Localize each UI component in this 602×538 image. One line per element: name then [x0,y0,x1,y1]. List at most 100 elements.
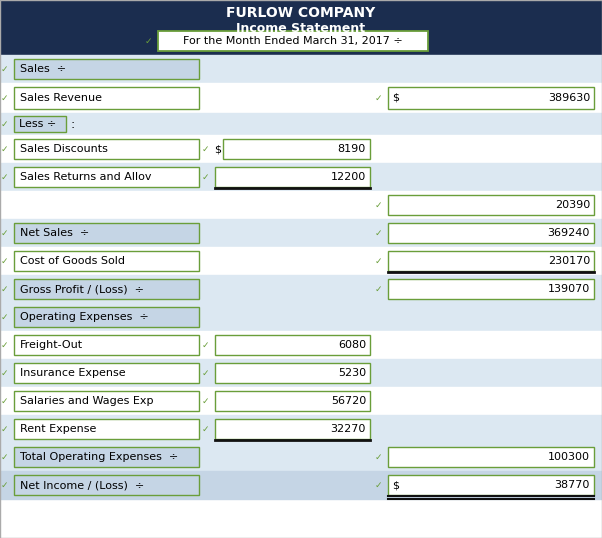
FancyBboxPatch shape [14,87,199,109]
Text: ✓: ✓ [201,173,209,181]
Bar [0,163,602,191]
Text: ✓: ✓ [374,285,382,294]
Text: 6080: 6080 [338,340,366,350]
Text: ✓: ✓ [0,480,8,490]
Text: ✓: ✓ [201,397,209,406]
FancyBboxPatch shape [388,475,594,495]
Text: Cost of Goods Sold: Cost of Goods Sold [20,256,125,266]
Bar [0,55,602,83]
Bar [0,113,602,135]
FancyBboxPatch shape [388,447,594,467]
Text: ✓: ✓ [201,145,209,153]
Bar [0,219,602,247]
Text: ✓: ✓ [201,424,209,434]
Text: Freight-Out: Freight-Out [20,340,83,350]
Bar [0,415,602,443]
Text: ✓: ✓ [0,285,8,294]
Text: Operating Expenses  ÷: Operating Expenses ÷ [20,312,149,322]
Text: ✓: ✓ [0,257,8,265]
Text: Gross Profit / (Loss)  ÷: Gross Profit / (Loss) ÷ [20,284,144,294]
FancyBboxPatch shape [215,335,370,355]
FancyBboxPatch shape [388,279,594,299]
FancyBboxPatch shape [14,279,199,299]
FancyBboxPatch shape [388,87,594,109]
Text: Sales  ÷: Sales ÷ [20,64,66,74]
Text: ✓: ✓ [0,341,8,350]
FancyBboxPatch shape [14,251,199,271]
FancyBboxPatch shape [14,167,199,187]
Bar [0,275,602,303]
Bar [0,359,602,387]
Text: Sales Revenue: Sales Revenue [20,93,102,103]
FancyBboxPatch shape [388,251,594,271]
Bar [0,135,602,163]
Text: ✓: ✓ [0,424,8,434]
Text: ✓: ✓ [201,341,209,350]
Text: ✓: ✓ [0,145,8,153]
Text: $: $ [214,144,221,154]
FancyBboxPatch shape [14,419,199,439]
Text: ✓: ✓ [0,452,8,462]
FancyBboxPatch shape [14,116,66,132]
FancyBboxPatch shape [14,223,199,243]
Text: ✓: ✓ [0,94,8,103]
Text: 8190: 8190 [338,144,366,154]
FancyBboxPatch shape [215,167,370,187]
FancyBboxPatch shape [388,223,594,243]
Text: Net Sales  ÷: Net Sales ÷ [20,228,89,238]
Text: $: $ [392,93,399,103]
Bar [0,303,602,331]
Text: ✓: ✓ [374,480,382,490]
FancyBboxPatch shape [14,59,199,79]
FancyBboxPatch shape [215,419,370,439]
FancyBboxPatch shape [158,31,428,51]
Text: ✓: ✓ [0,229,8,237]
Bar [0,191,602,219]
Text: :: : [70,117,74,131]
Bar [0,83,602,113]
Bar [0,331,602,359]
Text: 56720: 56720 [330,396,366,406]
FancyBboxPatch shape [215,391,370,411]
Text: ✓: ✓ [144,37,152,46]
Text: 38770: 38770 [554,480,590,490]
Text: Less ÷: Less ÷ [19,119,56,129]
FancyBboxPatch shape [215,363,370,383]
Text: ✓: ✓ [0,173,8,181]
Text: 5230: 5230 [338,368,366,378]
Text: 230170: 230170 [548,256,590,266]
Text: For the Month Ended March 31, 2017 ÷: For the Month Ended March 31, 2017 ÷ [183,36,403,46]
Text: ✓: ✓ [0,369,8,378]
Text: ✓: ✓ [0,313,8,322]
FancyBboxPatch shape [14,335,199,355]
FancyBboxPatch shape [388,195,594,215]
Text: 389630: 389630 [548,93,590,103]
FancyBboxPatch shape [14,139,199,159]
Text: Salaries and Wages Exp: Salaries and Wages Exp [20,396,154,406]
FancyBboxPatch shape [14,475,199,495]
Text: ✓: ✓ [374,229,382,237]
Text: Sales Discounts: Sales Discounts [20,144,108,154]
Text: $: $ [392,480,399,490]
FancyBboxPatch shape [14,391,199,411]
Text: ✓: ✓ [0,397,8,406]
FancyBboxPatch shape [14,363,199,383]
FancyBboxPatch shape [223,139,370,159]
Text: Total Operating Expenses  ÷: Total Operating Expenses ÷ [20,452,178,462]
Text: 100300: 100300 [548,452,590,462]
Text: ✓: ✓ [374,257,382,265]
Text: 32270: 32270 [330,424,366,434]
Text: ✓: ✓ [374,201,382,209]
Bar [0,443,602,471]
Text: 12200: 12200 [330,172,366,182]
Text: 139070: 139070 [548,284,590,294]
Text: Rent Expense: Rent Expense [20,424,96,434]
Text: Income Statement: Income Statement [237,22,365,34]
Text: ✓: ✓ [374,452,382,462]
FancyBboxPatch shape [14,447,199,467]
Text: 20390: 20390 [555,200,590,210]
FancyBboxPatch shape [14,307,199,327]
Text: Net Income / (Loss)  ÷: Net Income / (Loss) ÷ [20,480,144,490]
Text: ✓: ✓ [201,369,209,378]
Bar [0,247,602,275]
